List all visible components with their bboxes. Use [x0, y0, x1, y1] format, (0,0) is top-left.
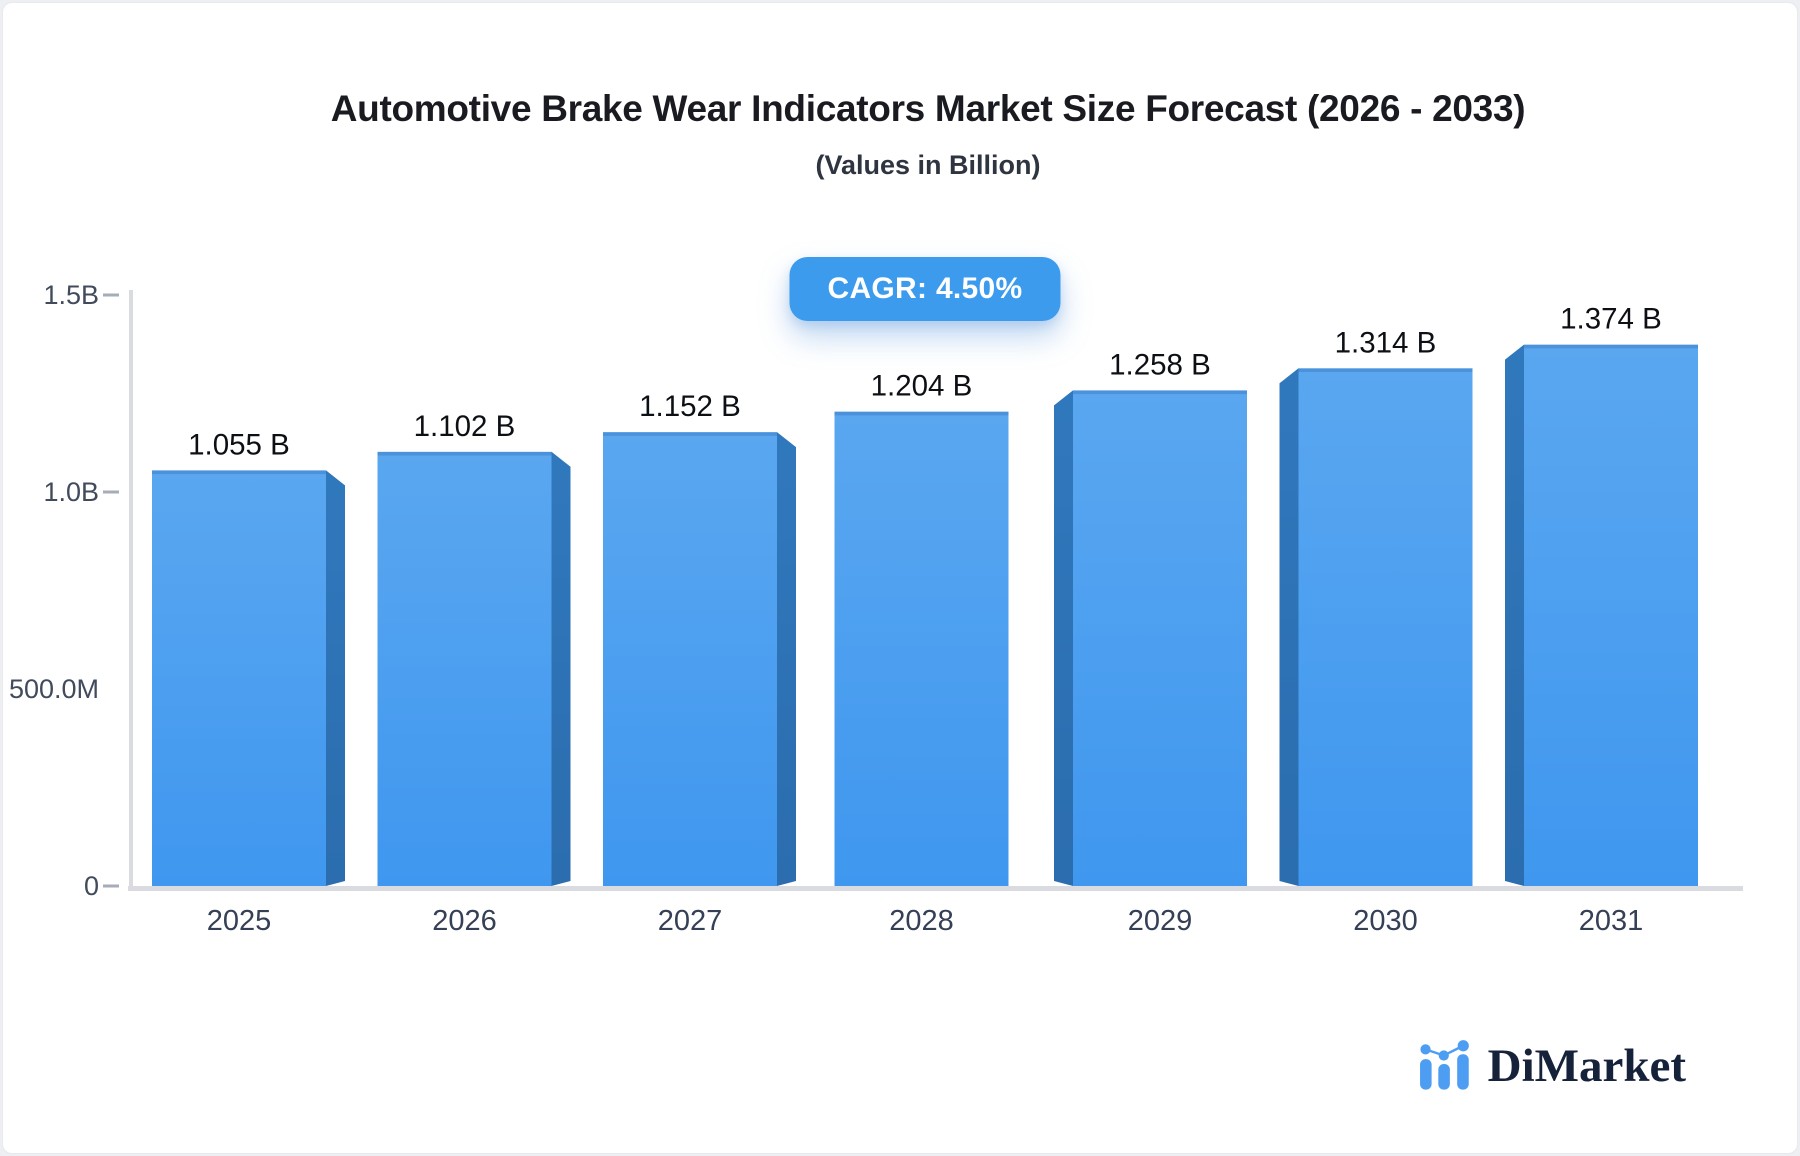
- x-axis-label: 2027: [658, 905, 723, 937]
- bar-2030: 1.314 B 2030: [1279, 326, 1473, 937]
- x-axis-label: 2028: [889, 905, 954, 937]
- bar-face: [152, 470, 326, 886]
- x-axis-label: 2029: [1128, 905, 1193, 937]
- y-tick-label: 500.0M: [9, 674, 99, 704]
- chart-subtitle: (Values in Billion): [815, 150, 1041, 180]
- x-axis-label: 2030: [1353, 905, 1418, 937]
- bar-face: [603, 432, 777, 886]
- bar-2026: 1.102 B 2026: [377, 410, 571, 937]
- dimarket-logo-text: DiMarket: [1487, 1040, 1686, 1092]
- chart-header: Automotive Brake Wear Indicators Market …: [28, 88, 1800, 181]
- y-axis-line: [129, 290, 133, 889]
- bar-value-label: 1.204 B: [871, 370, 973, 403]
- bar-face: [377, 451, 552, 886]
- bar-side: [1505, 344, 1524, 886]
- bar-value-label: 1.152 B: [639, 390, 741, 423]
- bar-side: [1054, 390, 1073, 886]
- x-axis-label: 2026: [432, 905, 497, 937]
- bar-side: [777, 432, 796, 886]
- bar-2028: 1.204 B 2028: [834, 370, 1009, 937]
- bar-value-label: 1.258 B: [1109, 348, 1211, 381]
- cagr-badge: CAGR: 4.50%: [789, 257, 1061, 321]
- bar-chart-logo-icon: [1419, 1040, 1469, 1090]
- y-tick-label: 0: [84, 871, 99, 901]
- bar-value-label: 1.314 B: [1335, 326, 1437, 359]
- bar-2029: 1.258 B 2029: [1054, 348, 1247, 937]
- bar-side: [551, 451, 571, 886]
- bar-2025: 1.055 B 2025: [152, 428, 345, 937]
- bar-face: [1524, 344, 1698, 886]
- bar-value-label: 1.055 B: [188, 428, 290, 461]
- bar-2031: 1.374 B 2031: [1505, 303, 1698, 937]
- bar-face: [1073, 390, 1247, 886]
- x-axis-label: 2025: [207, 905, 272, 937]
- bar-face: [834, 411, 1009, 886]
- x-axis-label: 2031: [1579, 905, 1644, 937]
- dimarket-logo: DiMarket: [1417, 1038, 1686, 1090]
- bar-2027: 1.152 B 2027: [603, 390, 796, 937]
- bar-value-label: 1.374 B: [1560, 303, 1662, 336]
- bar-face: [1298, 368, 1473, 886]
- bar-side: [1279, 368, 1299, 886]
- chart-title: Automotive Brake Wear Indicators Market …: [330, 88, 1526, 129]
- y-tick-label: 1.5B: [43, 280, 99, 310]
- x-axis-line: [128, 886, 1743, 891]
- bar-value-label: 1.102 B: [414, 410, 516, 443]
- bar-side: [326, 470, 345, 886]
- y-tick-label: 1.0B: [43, 477, 99, 507]
